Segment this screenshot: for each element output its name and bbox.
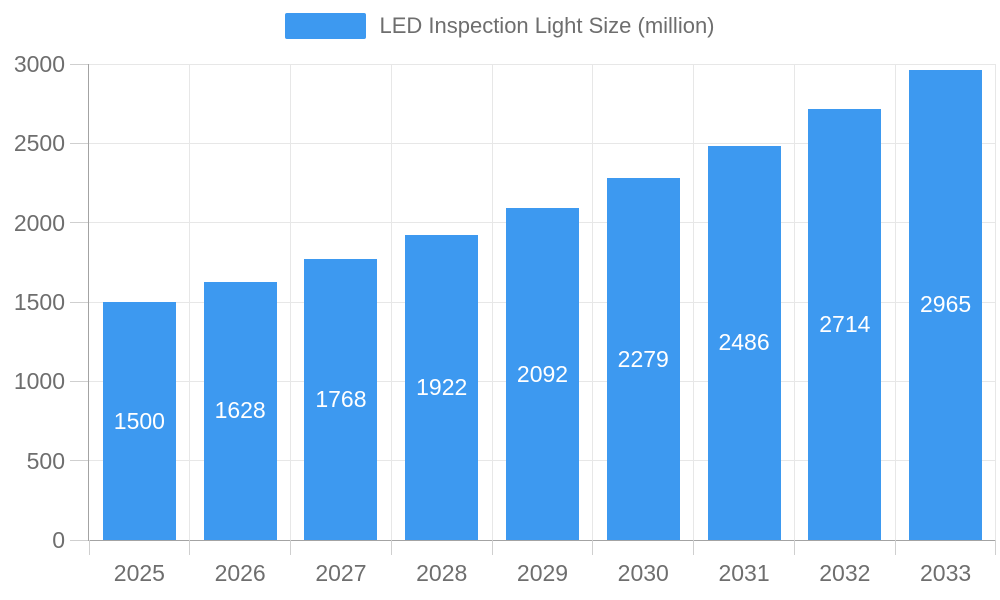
bar: 1500: [102, 302, 176, 540]
y-axis-label: 500: [26, 447, 65, 474]
y-axis-label: 1000: [13, 368, 65, 395]
x-axis-tick: [88, 540, 90, 555]
legend-label: LED Inspection Light Size (million): [379, 13, 715, 38]
x-axis-tick: [189, 540, 191, 555]
bar-value-label: 1922: [416, 374, 468, 401]
bar-value-label: 1628: [214, 397, 266, 424]
bar: 2714: [808, 109, 882, 540]
x-axis-tick: [793, 540, 795, 555]
bar-value-label: 2279: [617, 345, 669, 372]
x-axis-tick: [592, 540, 594, 555]
bar: 2279: [606, 178, 680, 540]
gridline-vertical: [189, 64, 191, 540]
bar-value-label: 2714: [819, 311, 871, 338]
x-axis-label: 2032: [819, 560, 871, 586]
x-axis-tick: [693, 540, 695, 555]
bar-value-label: 2486: [718, 329, 770, 356]
x-axis-tick: [390, 540, 392, 555]
gridline-vertical: [793, 64, 795, 540]
x-axis-label: 2027: [315, 560, 367, 586]
x-axis-label: 2029: [516, 560, 569, 586]
gridline-horizontal: [89, 142, 996, 144]
legend-swatch: [285, 13, 367, 39]
bar: 1768: [304, 259, 378, 540]
gridline-vertical: [693, 64, 695, 540]
y-axis-label: 0: [52, 527, 65, 553]
y-axis-label: 1500: [13, 289, 65, 315]
gridline-vertical: [390, 64, 392, 540]
y-axis-tick: [70, 142, 88, 144]
bar: 2092: [506, 208, 579, 540]
bar-value-label: 1768: [315, 386, 367, 413]
plot-area: 0 500 1000 1500 2000 2500 3000 2025 1500 2026 1628…: [14, 51, 996, 586]
y-axis-label: 2500: [13, 130, 65, 157]
bar: 1628: [203, 281, 277, 540]
x-axis-label: 2030: [617, 560, 669, 586]
gridline-vertical: [491, 64, 493, 540]
x-axis-label: 2031: [718, 560, 770, 586]
x-axis-label: 2033: [920, 560, 972, 586]
y-axis-label: 3000: [13, 51, 65, 77]
x-axis-label: 2028: [416, 560, 468, 586]
bar: 1922: [405, 235, 479, 540]
gridline-horizontal: [89, 63, 996, 65]
bar-value-label: 2965: [920, 291, 972, 318]
y-axis-label: 2000: [13, 209, 65, 236]
bar-value-label: 2092: [516, 360, 569, 387]
x-axis-tick: [995, 540, 996, 555]
bar: 2965: [909, 69, 983, 540]
x-axis-tick: [491, 540, 493, 555]
x-axis-tick: [290, 540, 292, 555]
y-axis-tick: [70, 63, 88, 65]
gridline-vertical: [894, 64, 896, 540]
x-axis-label: 2026: [214, 560, 266, 586]
x-axis-label: 2025: [113, 560, 165, 586]
x-axis-tick: [894, 540, 896, 555]
gridline-vertical: [995, 64, 996, 540]
y-axis-tick: [70, 301, 88, 303]
y-axis-tick: [70, 539, 88, 541]
gridline-vertical: [592, 64, 594, 540]
y-axis-tick: [70, 380, 88, 382]
bar: 2486: [707, 145, 781, 540]
legend[interactable]: LED Inspection Light Size (million): [0, 13, 1000, 39]
gridline-vertical: [290, 64, 292, 540]
bar-value-label: 1500: [113, 407, 165, 434]
y-axis-tick: [70, 222, 88, 224]
y-axis-tick: [70, 460, 88, 462]
